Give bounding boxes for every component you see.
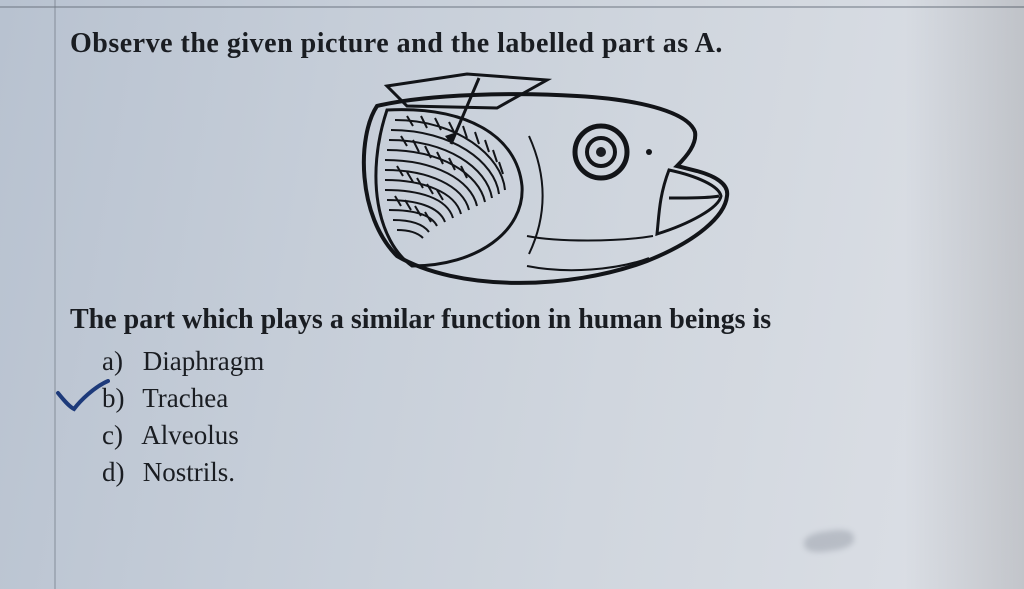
figure-container: [70, 66, 984, 296]
gill-filaments: [385, 116, 505, 238]
question-text: Observe the given picture and the labell…: [70, 28, 984, 60]
option-letter: c): [102, 420, 136, 451]
prompt-text: The part which plays a similar function …: [70, 304, 984, 336]
option-text: Diaphragm: [143, 346, 264, 376]
margin-rule: [54, 0, 56, 589]
option-letter: b): [102, 383, 136, 414]
label-pointer-A: [445, 78, 479, 144]
option-letter: d): [102, 457, 136, 488]
option-text: Nostrils.: [143, 457, 235, 487]
worksheet-page: Observe the given picture and the labell…: [0, 0, 1024, 589]
fish-eye-pupil: [596, 147, 606, 157]
option-d[interactable]: d) Nostrils.: [102, 457, 984, 488]
option-letter: a): [102, 346, 136, 377]
option-a[interactable]: a) Diaphragm: [102, 346, 984, 377]
option-list: a) Diaphragm b) Trachea c) Alveolus d) N…: [70, 346, 984, 488]
option-b[interactable]: b) Trachea: [102, 383, 984, 414]
option-text: Trachea: [142, 383, 228, 413]
top-rule: [0, 6, 1024, 8]
paper-smudge: [803, 528, 855, 555]
option-text: Alveolus: [141, 420, 239, 450]
option-c[interactable]: c) Alveolus: [102, 420, 984, 451]
fish-gill-diagram: [317, 66, 737, 296]
